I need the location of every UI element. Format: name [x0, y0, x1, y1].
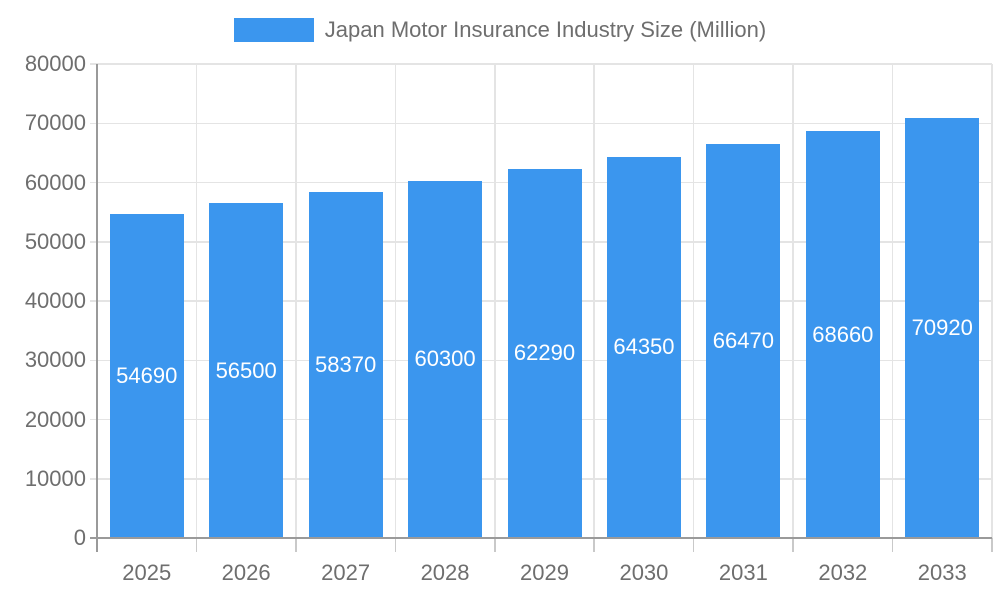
x-axis-category-label: 2030 — [619, 560, 669, 585]
y-axis-tick-label: 70000 — [24, 110, 86, 136]
bar-value-label: 66470 — [712, 328, 774, 354]
bar-2026: 56500 — [209, 203, 284, 538]
x-axis-tick — [295, 538, 297, 552]
x-axis-tick — [891, 538, 894, 552]
x-axis-tick — [692, 538, 695, 552]
category-gridline — [195, 64, 198, 538]
category-gridline — [991, 64, 993, 538]
bar-2025: 54690 — [109, 213, 184, 538]
x-axis-tick — [195, 538, 198, 552]
x-axis-category-label: 2033 — [917, 560, 967, 585]
category-gridline — [295, 64, 297, 538]
x-axis-tick — [494, 538, 496, 552]
x-axis-category-label: 2027 — [321, 560, 371, 585]
x-axis-category-label: 2031 — [718, 560, 768, 585]
category-gridline — [891, 64, 894, 538]
bar-value-label: 58370 — [315, 352, 377, 378]
bar-value-label: 56500 — [215, 357, 277, 383]
y-axis-tick-label: 10000 — [24, 465, 86, 491]
x-axis-baseline — [90, 537, 992, 539]
x-axis-tick — [593, 538, 595, 552]
y-gridline — [90, 122, 992, 124]
bar-value-label: 68660 — [812, 321, 874, 347]
bar-2029: 62290 — [507, 168, 582, 538]
x-axis-category-label: 2026 — [221, 560, 271, 585]
bar-2033: 70920 — [905, 117, 980, 538]
bar-value-label: 60300 — [414, 346, 476, 372]
bar-2032: 68660 — [805, 131, 880, 538]
category-gridline — [494, 64, 496, 538]
x-axis-category-label: 2032 — [818, 560, 868, 585]
bar-2030: 64350 — [606, 156, 681, 538]
x-axis-tick — [991, 538, 993, 552]
chart-legend: Japan Motor Insurance Industry Size (Mil… — [0, 17, 1000, 43]
y-axis-tick-label: 50000 — [24, 228, 86, 254]
x-axis-category-label: 2028 — [420, 560, 470, 585]
bar-2027: 58370 — [308, 192, 383, 538]
category-gridline — [593, 64, 595, 538]
y-axis-tick-label: 20000 — [24, 406, 86, 432]
category-gridline — [692, 64, 695, 538]
y-gridline — [90, 63, 992, 65]
legend-swatch-icon — [233, 18, 314, 42]
bar-value-label: 64350 — [613, 334, 675, 360]
bar-2031: 66470 — [706, 144, 781, 538]
x-axis-tick — [792, 538, 794, 552]
bar-value-label: 54690 — [116, 362, 178, 388]
category-gridline — [394, 64, 397, 538]
y-axis-tick-label: 0 — [73, 525, 86, 550]
x-axis-tick — [394, 538, 397, 552]
legend-label: Japan Motor Insurance Industry Size (Mil… — [324, 17, 767, 42]
y-axis-tick-label: 60000 — [24, 169, 86, 195]
bar-value-label: 70920 — [911, 314, 973, 340]
y-axis-tick-label: 80000 — [24, 51, 86, 76]
x-axis-category-label: 2029 — [520, 560, 569, 585]
bar-value-label: 62290 — [513, 340, 576, 366]
x-axis-category-label: 2025 — [122, 560, 172, 585]
y-axis-tick-label: 40000 — [24, 288, 86, 313]
category-gridline — [792, 64, 794, 538]
y-axis-tick-label: 30000 — [24, 347, 86, 373]
bar-2028: 60300 — [408, 180, 483, 538]
y-axis-line — [96, 64, 98, 552]
